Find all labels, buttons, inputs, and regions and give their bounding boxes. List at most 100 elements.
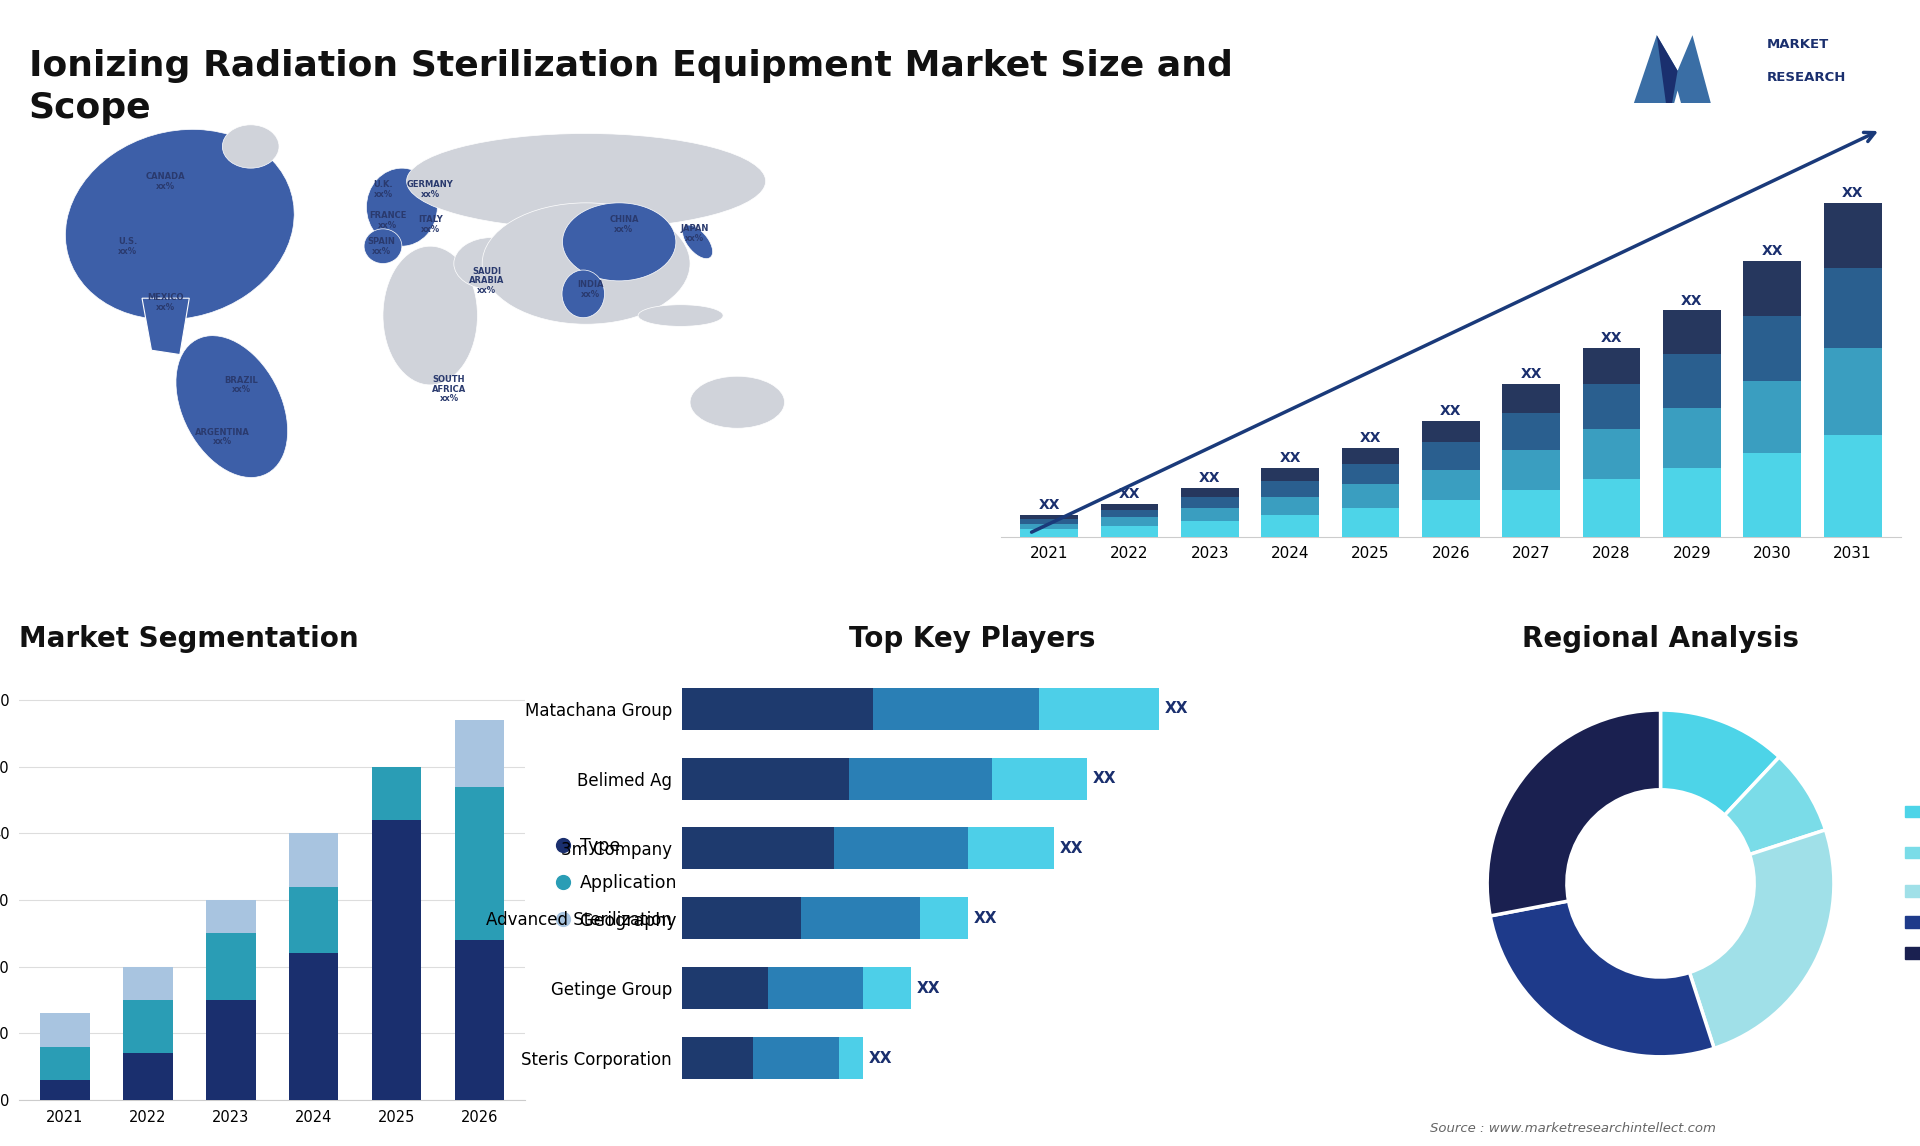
Bar	[372, 821, 420, 1100]
Bar	[1743, 261, 1801, 315]
Text: INTELLECT: INTELLECT	[1766, 104, 1845, 117]
Ellipse shape	[365, 229, 401, 264]
Bar	[968, 827, 1054, 870]
Legend: Type, Application, Geography: Type, Application, Geography	[549, 831, 685, 936]
Text: MEXICO
xx%: MEXICO xx%	[148, 293, 184, 312]
Polygon shape	[1626, 36, 1716, 124]
Wedge shape	[1690, 830, 1834, 1049]
Bar	[1582, 384, 1640, 430]
Text: XX: XX	[1119, 487, 1140, 501]
Bar	[205, 900, 255, 934]
Bar	[682, 827, 835, 870]
Ellipse shape	[223, 125, 278, 168]
Bar	[1261, 515, 1319, 536]
Ellipse shape	[407, 133, 766, 229]
Bar	[1100, 526, 1158, 536]
Text: ITALY
xx%: ITALY xx%	[419, 215, 444, 234]
Bar	[682, 897, 801, 940]
Ellipse shape	[367, 168, 438, 246]
Text: JAPAN
xx%: JAPAN xx%	[680, 223, 708, 243]
Wedge shape	[1661, 711, 1780, 815]
Ellipse shape	[65, 129, 294, 320]
Bar	[288, 953, 338, 1100]
Text: XX: XX	[1521, 368, 1542, 382]
Ellipse shape	[382, 246, 478, 385]
Bar	[1582, 479, 1640, 536]
Bar	[1743, 380, 1801, 454]
Text: XX: XX	[973, 911, 996, 926]
Text: CANADA
xx%: CANADA xx%	[146, 172, 186, 190]
Bar	[455, 786, 505, 940]
Text: XX: XX	[1841, 187, 1862, 201]
Bar	[205, 934, 255, 1000]
Text: XX: XX	[1601, 331, 1622, 345]
Bar	[1501, 384, 1561, 414]
Bar	[1342, 485, 1400, 508]
Bar	[993, 758, 1087, 800]
Title: Regional Analysis: Regional Analysis	[1523, 626, 1799, 653]
Bar	[1261, 496, 1319, 515]
Bar	[1181, 520, 1238, 536]
Bar	[1501, 414, 1561, 449]
Text: CHINA
xx%: CHINA xx%	[609, 215, 639, 234]
Text: XX: XX	[1164, 701, 1188, 716]
Bar	[872, 688, 1039, 730]
Bar	[288, 887, 338, 953]
Bar	[1020, 529, 1077, 536]
Bar	[1501, 489, 1561, 536]
Text: XX: XX	[1440, 403, 1461, 418]
Text: ARGENTINA
xx%: ARGENTINA xx%	[196, 427, 250, 446]
Text: XX: XX	[916, 981, 941, 996]
Text: XX: XX	[1279, 450, 1302, 465]
Text: XX: XX	[1039, 499, 1060, 512]
Bar	[40, 1081, 90, 1100]
Wedge shape	[1724, 758, 1826, 855]
Bar	[1501, 449, 1561, 489]
Text: XX: XX	[1092, 771, 1116, 786]
Text: SAUDI
ARABIA
xx%: SAUDI ARABIA xx%	[468, 267, 505, 295]
Bar	[839, 1037, 862, 1080]
Wedge shape	[1488, 711, 1661, 916]
Polygon shape	[1657, 36, 1678, 124]
Bar	[40, 1046, 90, 1081]
Bar	[1342, 464, 1400, 485]
Bar	[1423, 421, 1480, 442]
Bar	[288, 833, 338, 887]
Bar	[455, 720, 505, 786]
Text: INDIA
xx%: INDIA xx%	[578, 280, 605, 299]
Bar	[1100, 510, 1158, 517]
Ellipse shape	[689, 376, 785, 429]
Bar	[1663, 354, 1720, 408]
Bar	[682, 758, 849, 800]
Wedge shape	[1490, 901, 1715, 1057]
Text: SPAIN
xx%: SPAIN xx%	[367, 237, 396, 256]
Bar	[1020, 524, 1077, 529]
Bar	[1181, 496, 1238, 508]
Bar	[1100, 504, 1158, 510]
Bar	[1743, 454, 1801, 536]
Bar	[1020, 518, 1077, 524]
Bar	[682, 688, 872, 730]
Ellipse shape	[177, 336, 288, 478]
Bar	[1663, 311, 1720, 354]
Bar	[1824, 348, 1882, 435]
Bar	[1261, 481, 1319, 496]
Text: SOUTH
AFRICA
xx%: SOUTH AFRICA xx%	[432, 375, 467, 403]
Bar	[123, 1053, 173, 1100]
Text: XX: XX	[1200, 471, 1221, 485]
Bar	[40, 1013, 90, 1046]
Bar	[1342, 508, 1400, 536]
Bar	[1824, 268, 1882, 348]
Bar	[1743, 315, 1801, 380]
Bar	[1181, 488, 1238, 496]
Bar	[682, 1037, 753, 1080]
Bar	[1824, 203, 1882, 268]
Text: Market Segmentation: Market Segmentation	[19, 626, 359, 653]
Ellipse shape	[637, 305, 724, 327]
Bar	[372, 767, 420, 821]
Text: XX: XX	[868, 1051, 893, 1066]
Ellipse shape	[684, 225, 712, 259]
Text: U.K.
xx%: U.K. xx%	[372, 180, 394, 199]
Bar	[849, 758, 993, 800]
Bar	[1100, 517, 1158, 526]
